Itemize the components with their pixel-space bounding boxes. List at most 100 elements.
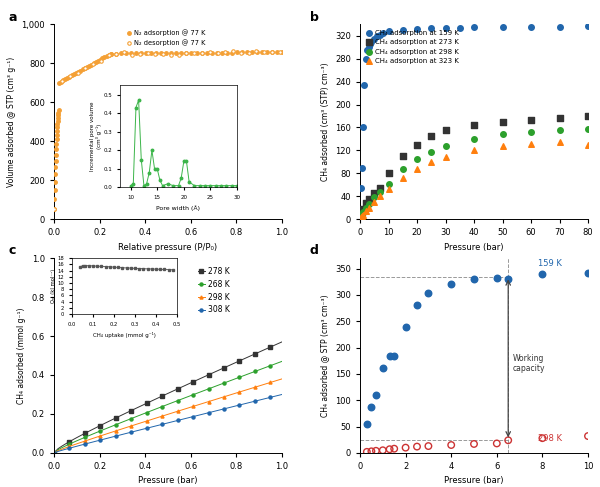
- CH₄ adsorption at 159 K: [427, 24, 436, 32]
- CH₄ adsorption at 323 K: [370, 198, 379, 206]
- CH₄ adsorption at 298 K: [375, 188, 385, 196]
- CH₄ adsorption at 273 K: [356, 211, 365, 219]
- CH₄ adsorption at 159 K: [362, 46, 372, 54]
- CH₄ adsorption at 298 K: [358, 208, 368, 216]
- Legend: CH₄ adsorption at 159 K, CH₄ adsorption at 273 K, CH₄ adsorption at 298 K, CH₄ a: CH₄ adsorption at 159 K, CH₄ adsorption …: [366, 30, 458, 64]
- CH₄ adsorption at 159 K: [367, 37, 376, 45]
- 298 K: [278, 376, 286, 382]
- CH₄ adsorption at 273 K: [498, 118, 508, 126]
- 268 K: [89, 431, 96, 437]
- CH₄ adsorption at 159 K: [412, 25, 422, 33]
- N₂ adsorption @ 77 K: [88, 61, 95, 67]
- CH₄ adsorption at 159 K: [361, 55, 371, 63]
- CH₄ adsorption at 323 K: [555, 138, 565, 146]
- CH₄ adsorption at 159 K: [364, 43, 373, 51]
- N₂ desorption @ 77 K: [206, 49, 214, 55]
- CH₄ adsorption at 323 K: [412, 165, 422, 172]
- Line: N₂ desorption @ 77 K: N₂ desorption @ 77 K: [52, 49, 281, 211]
- Text: Working
capacity: Working capacity: [513, 354, 545, 373]
- CH₄ adsorption at 159 K: [555, 23, 565, 31]
- Point: [424, 289, 433, 297]
- CH₄ adsorption at 323 K: [469, 147, 479, 154]
- Point: [538, 270, 547, 278]
- CH₄ adsorption at 323 K: [375, 192, 385, 200]
- CH₄ adsorption at 159 K: [384, 27, 394, 35]
- CH₄ adsorption at 323 K: [358, 211, 368, 219]
- Point: [385, 445, 394, 453]
- N₂ desorption @ 77 K: [136, 51, 143, 57]
- 308 K: [278, 392, 286, 397]
- CH₄ adsorption at 273 K: [526, 116, 536, 124]
- Y-axis label: CH₄ adsorbed (mmol g⁻¹): CH₄ adsorbed (mmol g⁻¹): [17, 307, 26, 404]
- Point: [412, 443, 422, 450]
- Point: [401, 323, 410, 331]
- Legend: 278 K, 268 K, 298 K, 308 K: 278 K, 268 K, 298 K, 308 K: [194, 264, 233, 318]
- Point: [367, 403, 376, 411]
- Point: [385, 352, 394, 359]
- 308 K: [128, 429, 135, 435]
- N₂ desorption @ 77 K: [82, 65, 89, 71]
- CH₄ adsorption at 159 K: [455, 24, 464, 32]
- CH₄ adsorption at 298 K: [469, 135, 479, 143]
- CH₄ adsorption at 323 K: [583, 141, 593, 149]
- Point: [583, 432, 593, 440]
- Point: [469, 275, 479, 283]
- CH₄ adsorption at 323 K: [356, 213, 365, 221]
- 278 K: [109, 417, 116, 423]
- N₂ desorption @ 77 K: [144, 50, 151, 56]
- CH₄ adsorption at 298 K: [526, 128, 536, 136]
- CH₄ adsorption at 298 K: [440, 142, 450, 150]
- CH₄ adsorption at 159 K: [359, 81, 369, 89]
- Point: [371, 391, 381, 399]
- CH₄ adsorption at 298 K: [427, 148, 436, 155]
- X-axis label: Pore width (Å): Pore width (Å): [157, 206, 200, 211]
- CH₄ adsorption at 273 K: [469, 121, 479, 129]
- Point: [583, 269, 593, 277]
- Point: [362, 420, 371, 428]
- Point: [492, 440, 502, 448]
- N₂ desorption @ 77 K: [245, 50, 252, 56]
- Y-axis label: Incremental pore volume
(cm³ g⁻¹): Incremental pore volume (cm³ g⁻¹): [90, 102, 102, 171]
- X-axis label: Pressure (bar): Pressure (bar): [444, 476, 504, 486]
- Line: 308 K: 308 K: [52, 393, 284, 454]
- CH₄ adsorption at 298 K: [555, 127, 565, 134]
- CH₄ adsorption at 273 K: [370, 189, 379, 197]
- N₂ adsorption @ 77 K: [50, 206, 58, 211]
- CH₄ adsorption at 159 K: [526, 23, 536, 31]
- Point: [362, 448, 371, 456]
- CH₄ adsorption at 273 K: [384, 169, 394, 177]
- N₂ desorption @ 77 K: [253, 48, 260, 54]
- N₂ desorption @ 77 K: [276, 49, 283, 55]
- 298 K: [116, 427, 123, 432]
- CH₄ adsorption at 323 K: [440, 153, 450, 161]
- N₂ desorption @ 77 K: [160, 51, 167, 56]
- N₂ desorption @ 77 K: [175, 52, 182, 58]
- CH₄ adsorption at 323 K: [361, 207, 371, 215]
- CH₄ adsorption at 298 K: [361, 204, 371, 211]
- CH₄ adsorption at 323 K: [427, 158, 436, 166]
- N₂ adsorption @ 77 K: [278, 49, 286, 55]
- X-axis label: Pressure (bar): Pressure (bar): [444, 243, 504, 252]
- 308 K: [109, 434, 116, 440]
- Point: [469, 440, 479, 448]
- Text: a: a: [8, 11, 17, 24]
- N₂ desorption @ 77 K: [229, 48, 236, 54]
- CH₄ adsorption at 159 K: [372, 32, 382, 40]
- CH₄ adsorption at 273 K: [358, 205, 368, 213]
- N₂ desorption @ 77 K: [199, 50, 206, 56]
- 308 K: [50, 450, 58, 456]
- 278 K: [50, 450, 58, 456]
- N₂ desorption @ 77 K: [191, 50, 198, 56]
- N₂ desorption @ 77 K: [113, 51, 120, 56]
- CH₄ adsorption at 159 K: [357, 164, 367, 171]
- Point: [412, 301, 422, 309]
- 278 K: [116, 413, 123, 419]
- CH₄ adsorption at 159 K: [440, 24, 450, 32]
- 268 K: [124, 417, 131, 423]
- 308 K: [124, 430, 131, 436]
- CH₄ adsorption at 298 K: [356, 213, 365, 221]
- N₂ desorption @ 77 K: [66, 73, 73, 79]
- CH₄ adsorption at 298 K: [357, 211, 367, 219]
- N₂ desorption @ 77 K: [128, 52, 136, 57]
- 278 K: [278, 339, 286, 345]
